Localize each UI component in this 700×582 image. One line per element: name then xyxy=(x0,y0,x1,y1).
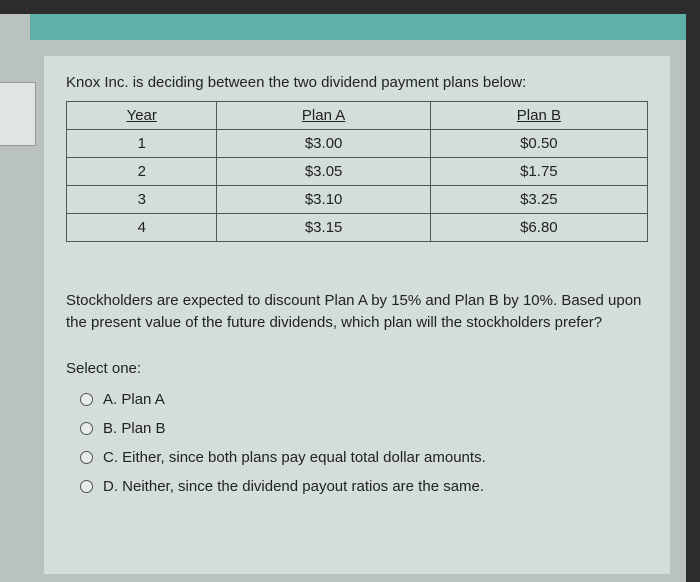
screen-border-top xyxy=(0,0,700,14)
radio-icon xyxy=(80,451,93,464)
cell: $3.00 xyxy=(217,130,430,158)
radio-icon xyxy=(80,422,93,435)
cell: 3 xyxy=(67,186,217,214)
cell: 1 xyxy=(67,130,217,158)
question-panel: Knox Inc. is deciding between the two di… xyxy=(44,56,670,574)
left-stub-panel xyxy=(0,82,36,146)
table-header-row: Year Plan A Plan B xyxy=(67,102,648,130)
option-b[interactable]: B. Plan B xyxy=(66,414,648,443)
cell: $0.50 xyxy=(430,130,647,158)
cell: 4 xyxy=(67,214,217,242)
cell: $3.10 xyxy=(217,186,430,214)
radio-icon xyxy=(80,393,93,406)
cell: $1.75 xyxy=(430,158,647,186)
table-row: 4 $3.15 $6.80 xyxy=(67,214,648,242)
cell: $3.05 xyxy=(217,158,430,186)
table-row: 1 $3.00 $0.50 xyxy=(67,130,648,158)
col-header-plan-b: Plan B xyxy=(430,102,647,130)
intro-text: Knox Inc. is deciding between the two di… xyxy=(66,74,648,91)
question-text: Stockholders are expected to discount Pl… xyxy=(66,290,648,334)
screen-border-right xyxy=(686,0,700,582)
cell: $3.25 xyxy=(430,186,647,214)
option-text: Plan A xyxy=(121,391,164,408)
cell: $6.80 xyxy=(430,214,647,242)
option-letter: D. xyxy=(103,478,118,495)
col-header-plan-a: Plan A xyxy=(217,102,430,130)
option-text: Neither, since the dividend payout ratio… xyxy=(122,478,484,495)
option-d[interactable]: D. Neither, since the dividend payout ra… xyxy=(66,472,648,501)
dividend-table: Year Plan A Plan B 1 $3.00 $0.50 2 $3.05… xyxy=(66,101,648,242)
col-header-year: Year xyxy=(67,102,217,130)
option-text: Plan B xyxy=(121,420,165,437)
option-letter: A. xyxy=(103,391,117,408)
option-letter: C. xyxy=(103,449,118,466)
cell: 2 xyxy=(67,158,217,186)
options-group: A. Plan A B. Plan B C. Either, since bot… xyxy=(66,385,648,501)
option-text: Either, since both plans pay equal total… xyxy=(122,449,486,466)
option-letter: B. xyxy=(103,420,117,437)
table-row: 2 $3.05 $1.75 xyxy=(67,158,648,186)
option-a[interactable]: A. Plan A xyxy=(66,385,648,414)
option-c[interactable]: C. Either, since both plans pay equal to… xyxy=(66,443,648,472)
table-row: 3 $3.10 $3.25 xyxy=(67,186,648,214)
radio-icon xyxy=(80,480,93,493)
cell: $3.15 xyxy=(217,214,430,242)
top-teal-bar xyxy=(30,14,686,40)
select-one-label: Select one: xyxy=(66,360,648,377)
